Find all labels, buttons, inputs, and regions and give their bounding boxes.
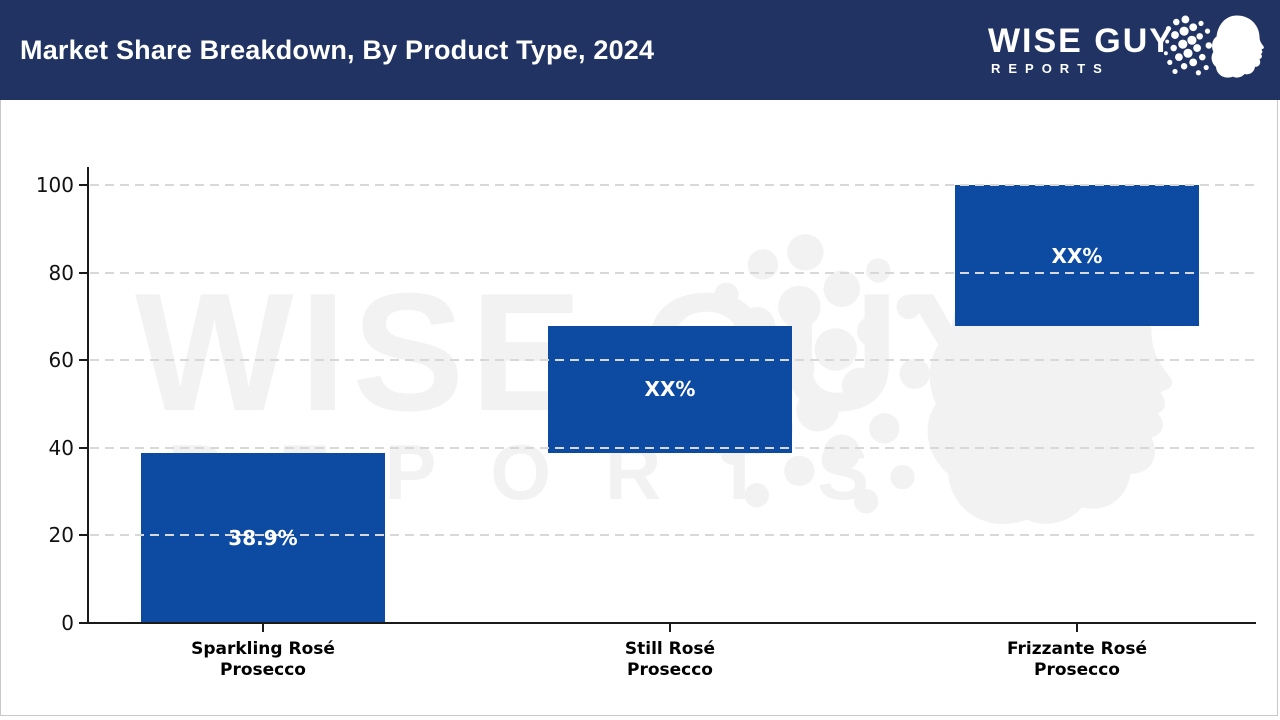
category-label-1: Still Rosé Prosecco [624, 639, 716, 680]
y-tick-mark-80 [79, 271, 88, 274]
logo-text: WISE GUY REPORTS [988, 24, 1174, 76]
x-tick-mark-2 [1076, 624, 1078, 632]
bar-segment-1 [548, 326, 792, 453]
y-tick-label-0: 0 [61, 611, 74, 635]
page-title: Market Share Breakdown, By Product Type,… [20, 34, 655, 65]
bar-value-label-0: 38.9% [228, 525, 298, 550]
y-tick-mark-60 [79, 359, 88, 362]
header-bar: Market Share Breakdown, By Product Type,… [0, 0, 1280, 100]
y-tick-label-40: 40 [48, 435, 74, 460]
category-label-2: Frizzante Rosé Prosecco [1006, 639, 1148, 680]
logo-wordmark: WISE GUY [987, 22, 1174, 60]
category-label-0: Sparkling Rosé Prosecco [191, 639, 335, 680]
y-tick-label-80: 80 [48, 260, 74, 285]
bar-segment-2 [955, 185, 1199, 327]
wise-guy-reports-logo: WISE GUY REPORTS [988, 14, 1266, 86]
y-tick-label-20: 20 [48, 523, 74, 548]
x-tick-mark-1 [669, 624, 671, 632]
y-tick-mark-0 [79, 622, 88, 624]
logo-subtitle: REPORTS [990, 61, 1110, 76]
gridline-80 [90, 271, 1255, 274]
gridline-20 [90, 534, 1255, 537]
y-axis-line [87, 167, 89, 624]
gridline-40 [90, 446, 1255, 449]
y-tick-label-100: 100 [35, 173, 74, 197]
y-tick-label-60: 60 [48, 348, 74, 373]
bar-segment-0 [141, 452, 385, 623]
x-axis-line [87, 622, 1256, 624]
y-tick-mark-40 [79, 446, 88, 449]
bar-value-label-1: XX% [644, 377, 696, 402]
gridline-100 [90, 184, 1255, 186]
y-tick-mark-20 [79, 534, 88, 537]
x-tick-mark-0 [262, 624, 264, 632]
gridline-60 [90, 359, 1255, 362]
y-tick-mark-100 [79, 184, 88, 186]
bar-value-label-2: XX% [1051, 243, 1103, 268]
